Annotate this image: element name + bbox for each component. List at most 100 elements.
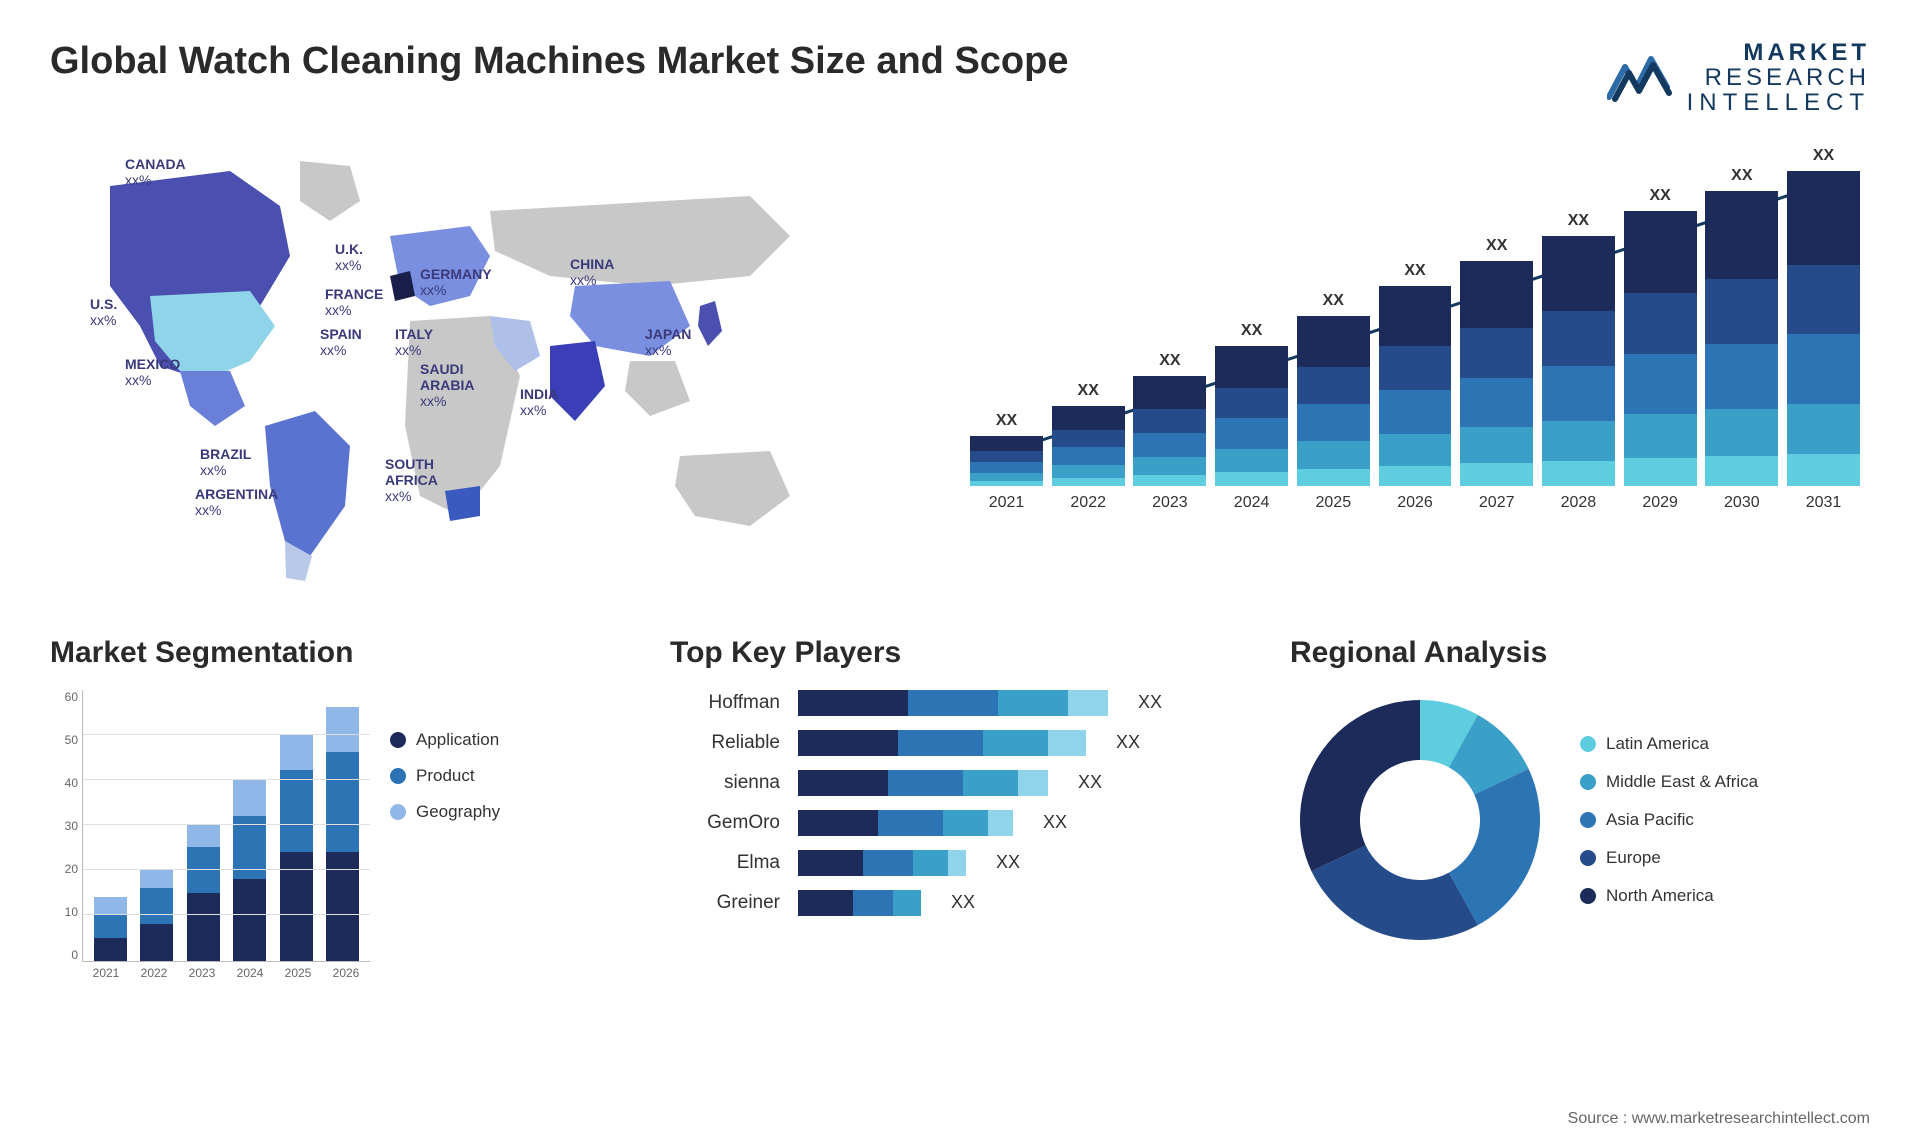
legend-item: Latin America — [1580, 734, 1758, 754]
logo-line2: RESEARCH — [1687, 65, 1870, 90]
growth-bar: XX — [970, 412, 1043, 486]
country-label: SOUTHAFRICAxx% — [385, 456, 438, 504]
legend-label: Geography — [416, 802, 500, 822]
world-map-svg — [50, 146, 920, 586]
legend-item: North America — [1580, 886, 1758, 906]
seg-xtick: 2022 — [141, 966, 168, 990]
player-bar — [798, 810, 1013, 836]
growth-xaxis-label: 2024 — [1215, 494, 1288, 512]
logo-line1: MARKET — [1687, 40, 1870, 65]
player-name: GemOro — [670, 812, 780, 834]
player-value: XX — [1078, 772, 1102, 793]
logo-mark-icon — [1607, 53, 1677, 103]
growth-xaxis-label: 2026 — [1379, 494, 1452, 512]
growth-bar: XX — [1215, 322, 1288, 486]
growth-xaxis-label: 2021 — [970, 494, 1043, 512]
growth-bar-label: XX — [1404, 262, 1425, 280]
player-name: sienna — [670, 772, 780, 794]
seg-ytick: 40 — [65, 776, 78, 790]
player-name: Hoffman — [670, 692, 780, 714]
player-value: XX — [951, 892, 975, 913]
country-label: U.K.xx% — [335, 241, 363, 273]
legend-item: Geography — [390, 802, 500, 822]
world-map: CANADAxx%U.S.xx%MEXICOxx%BRAZILxx%ARGENT… — [50, 146, 920, 586]
seg-ytick: 10 — [65, 905, 78, 919]
legend-dot-icon — [1580, 736, 1596, 752]
donut-slice — [1311, 845, 1477, 939]
legend-label: Application — [416, 730, 499, 750]
segmentation-legend: Application Product Geography — [390, 690, 500, 990]
seg-ytick: 0 — [71, 948, 78, 962]
player-bar — [798, 690, 1108, 716]
page-title: Global Watch Cleaning Machines Market Si… — [50, 40, 1069, 83]
player-value: XX — [1043, 812, 1067, 833]
player-row: GemOro XX — [670, 810, 1230, 836]
player-bar — [798, 730, 1086, 756]
legend-dot-icon — [390, 768, 406, 784]
player-row: ReliableXX — [670, 730, 1230, 756]
legend-item: Product — [390, 766, 500, 786]
seg-xtick: 2021 — [93, 966, 120, 990]
player-value: XX — [1138, 692, 1162, 713]
country-label: ARGENTINAxx% — [195, 486, 278, 518]
legend-item: Application — [390, 730, 500, 750]
growth-bar-label: XX — [1159, 352, 1180, 370]
country-label: JAPANxx% — [645, 326, 691, 358]
regional-donut — [1290, 690, 1550, 950]
players-chart: HoffmanXXReliableXXsiennaXXGemOroXXElmaX… — [670, 690, 1250, 916]
seg-ytick: 50 — [65, 733, 78, 747]
seg-xtick: 2025 — [285, 966, 312, 990]
growth-bar: XX — [1705, 167, 1778, 486]
legend-dot-icon — [1580, 774, 1596, 790]
growth-xaxis-label: 2023 — [1133, 494, 1206, 512]
country-label: SAUDIARABIAxx% — [420, 361, 474, 409]
growth-bar-label: XX — [1323, 292, 1344, 310]
growth-bar-label: XX — [1568, 212, 1589, 230]
growth-xaxis-label: 2028 — [1542, 494, 1615, 512]
seg-ytick: 20 — [65, 862, 78, 876]
growth-bar: XX — [1542, 212, 1615, 486]
seg-xtick: 2024 — [237, 966, 264, 990]
country-label: SPAINxx% — [320, 326, 362, 358]
logo-line3: INTELLECT — [1687, 90, 1870, 115]
growth-bar: XX — [1297, 292, 1370, 486]
growth-bar: XX — [1133, 352, 1206, 486]
legend-label: Middle East & Africa — [1606, 772, 1758, 792]
growth-bar-label: XX — [1813, 147, 1834, 165]
growth-bar-label: XX — [1649, 187, 1670, 205]
player-name: Elma — [670, 852, 780, 874]
seg-xtick: 2023 — [189, 966, 216, 990]
legend-label: North America — [1606, 886, 1714, 906]
growth-bar: XX — [1787, 147, 1860, 486]
legend-label: Latin America — [1606, 734, 1709, 754]
country-label: FRANCExx% — [325, 286, 383, 318]
player-name: Greiner — [670, 892, 780, 914]
growth-bar: XX — [1379, 262, 1452, 486]
legend-dot-icon — [390, 804, 406, 820]
country-label: CANADAxx% — [125, 156, 186, 188]
seg-bar — [187, 825, 220, 961]
regional-panel: Regional Analysis Latin AmericaMiddle Ea… — [1290, 636, 1870, 1016]
country-label: BRAZILxx% — [200, 446, 251, 478]
growth-bar: XX — [1624, 187, 1697, 486]
legend-dot-icon — [1580, 888, 1596, 904]
player-row: Greiner XX — [670, 890, 1230, 916]
legend-item: Europe — [1580, 848, 1758, 868]
seg-ytick: 30 — [65, 819, 78, 833]
player-row: Hoffman XX — [670, 690, 1230, 716]
legend-label: Europe — [1606, 848, 1661, 868]
donut-slice — [1300, 700, 1420, 871]
player-row: sienna XX — [670, 770, 1230, 796]
legend-item: Asia Pacific — [1580, 810, 1758, 830]
legend-item: Middle East & Africa — [1580, 772, 1758, 792]
legend-dot-icon — [1580, 812, 1596, 828]
growth-bar-label: XX — [1731, 167, 1752, 185]
growth-chart: XXXXXXXXXXXXXXXXXXXXXX 20212022202320242… — [960, 146, 1870, 586]
growth-bar-label: XX — [1078, 382, 1099, 400]
seg-bar — [280, 734, 313, 961]
player-value: XX — [1116, 732, 1140, 753]
player-row: ElmaXX — [670, 850, 1230, 876]
growth-xaxis-label: 2027 — [1460, 494, 1533, 512]
brand-logo: MARKET RESEARCH INTELLECT — [1607, 40, 1870, 116]
country-label: ITALYxx% — [395, 326, 433, 358]
